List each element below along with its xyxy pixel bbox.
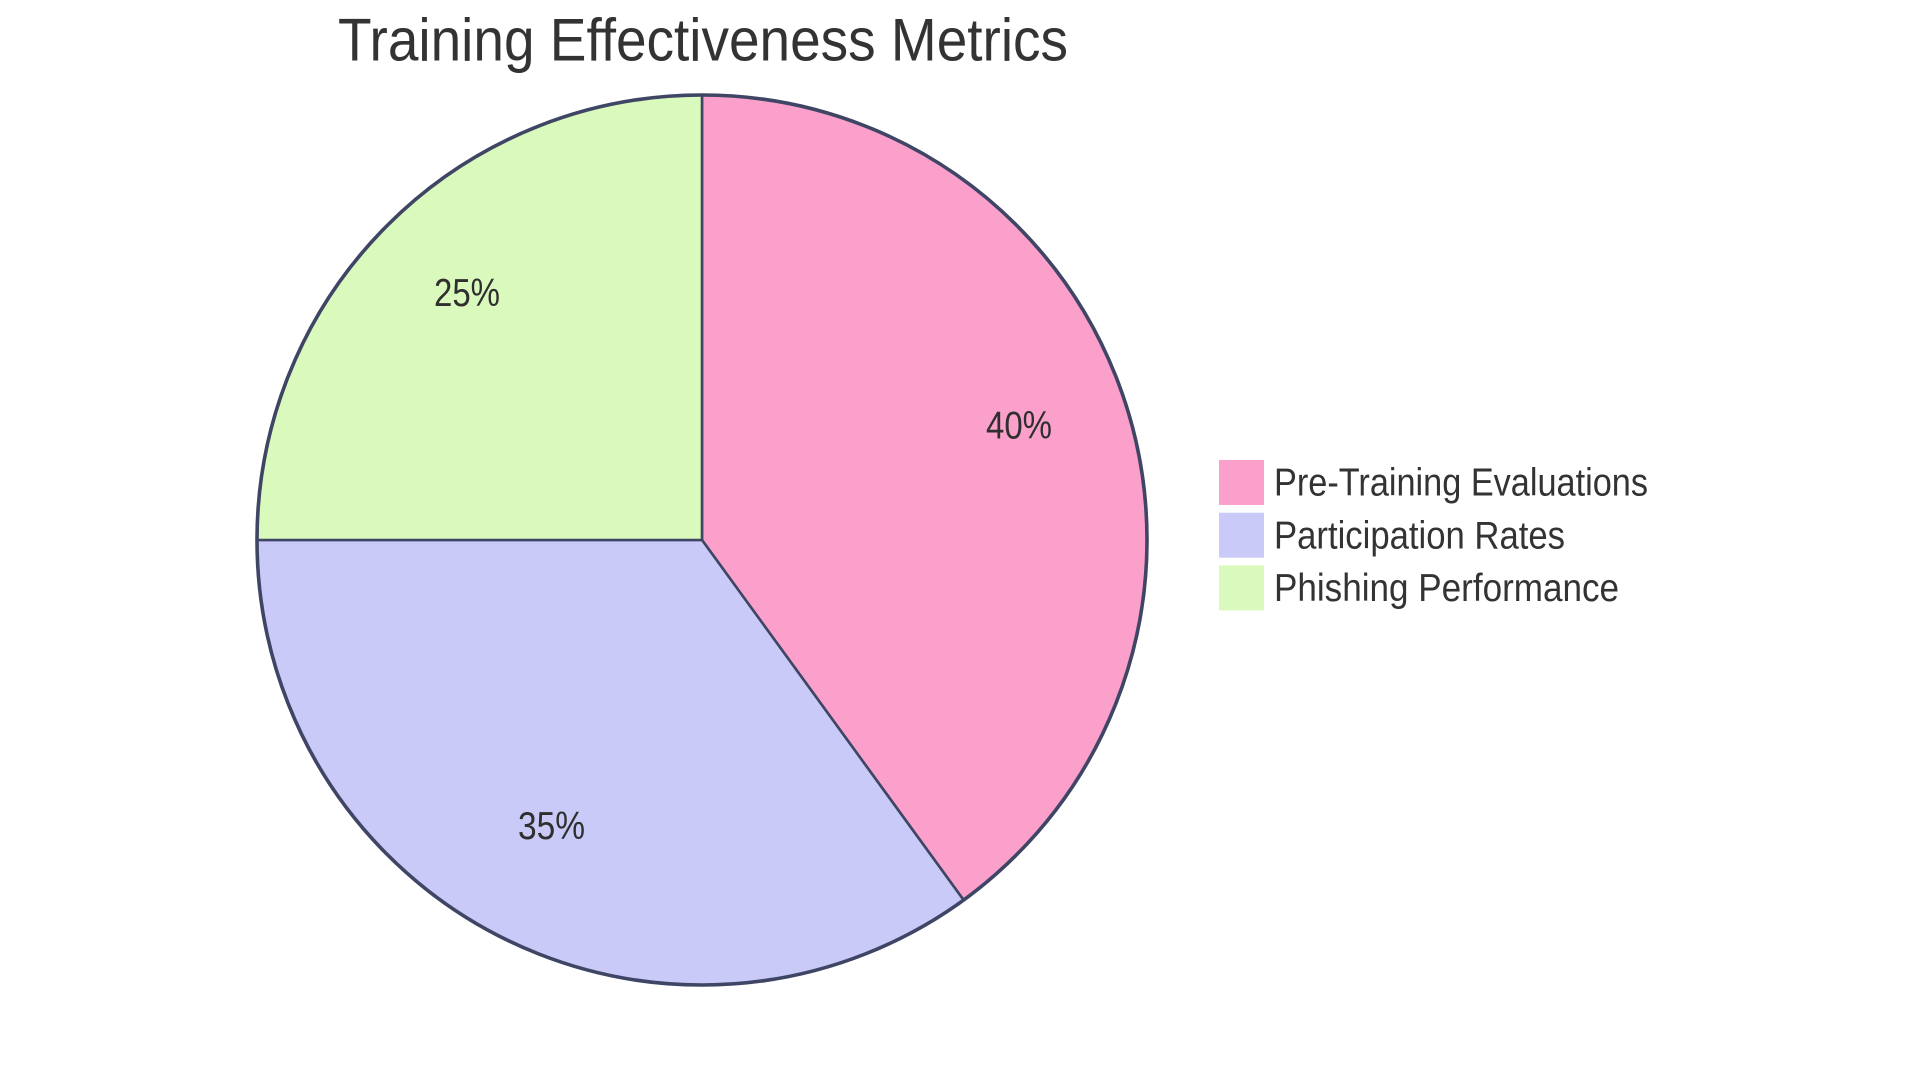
svg-text:Pre-Training Evaluations: Pre-Training Evaluations	[1274, 462, 1648, 505]
svg-text:Training Effectiveness Metrics: Training Effectiveness Metrics	[338, 7, 1068, 74]
svg-text:40%: 40%	[986, 405, 1052, 448]
svg-text:Phishing Performance: Phishing Performance	[1274, 567, 1619, 610]
svg-text:Participation Rates: Participation Rates	[1274, 514, 1565, 557]
svg-text:35%: 35%	[518, 805, 585, 848]
svg-text:25%: 25%	[434, 272, 500, 315]
